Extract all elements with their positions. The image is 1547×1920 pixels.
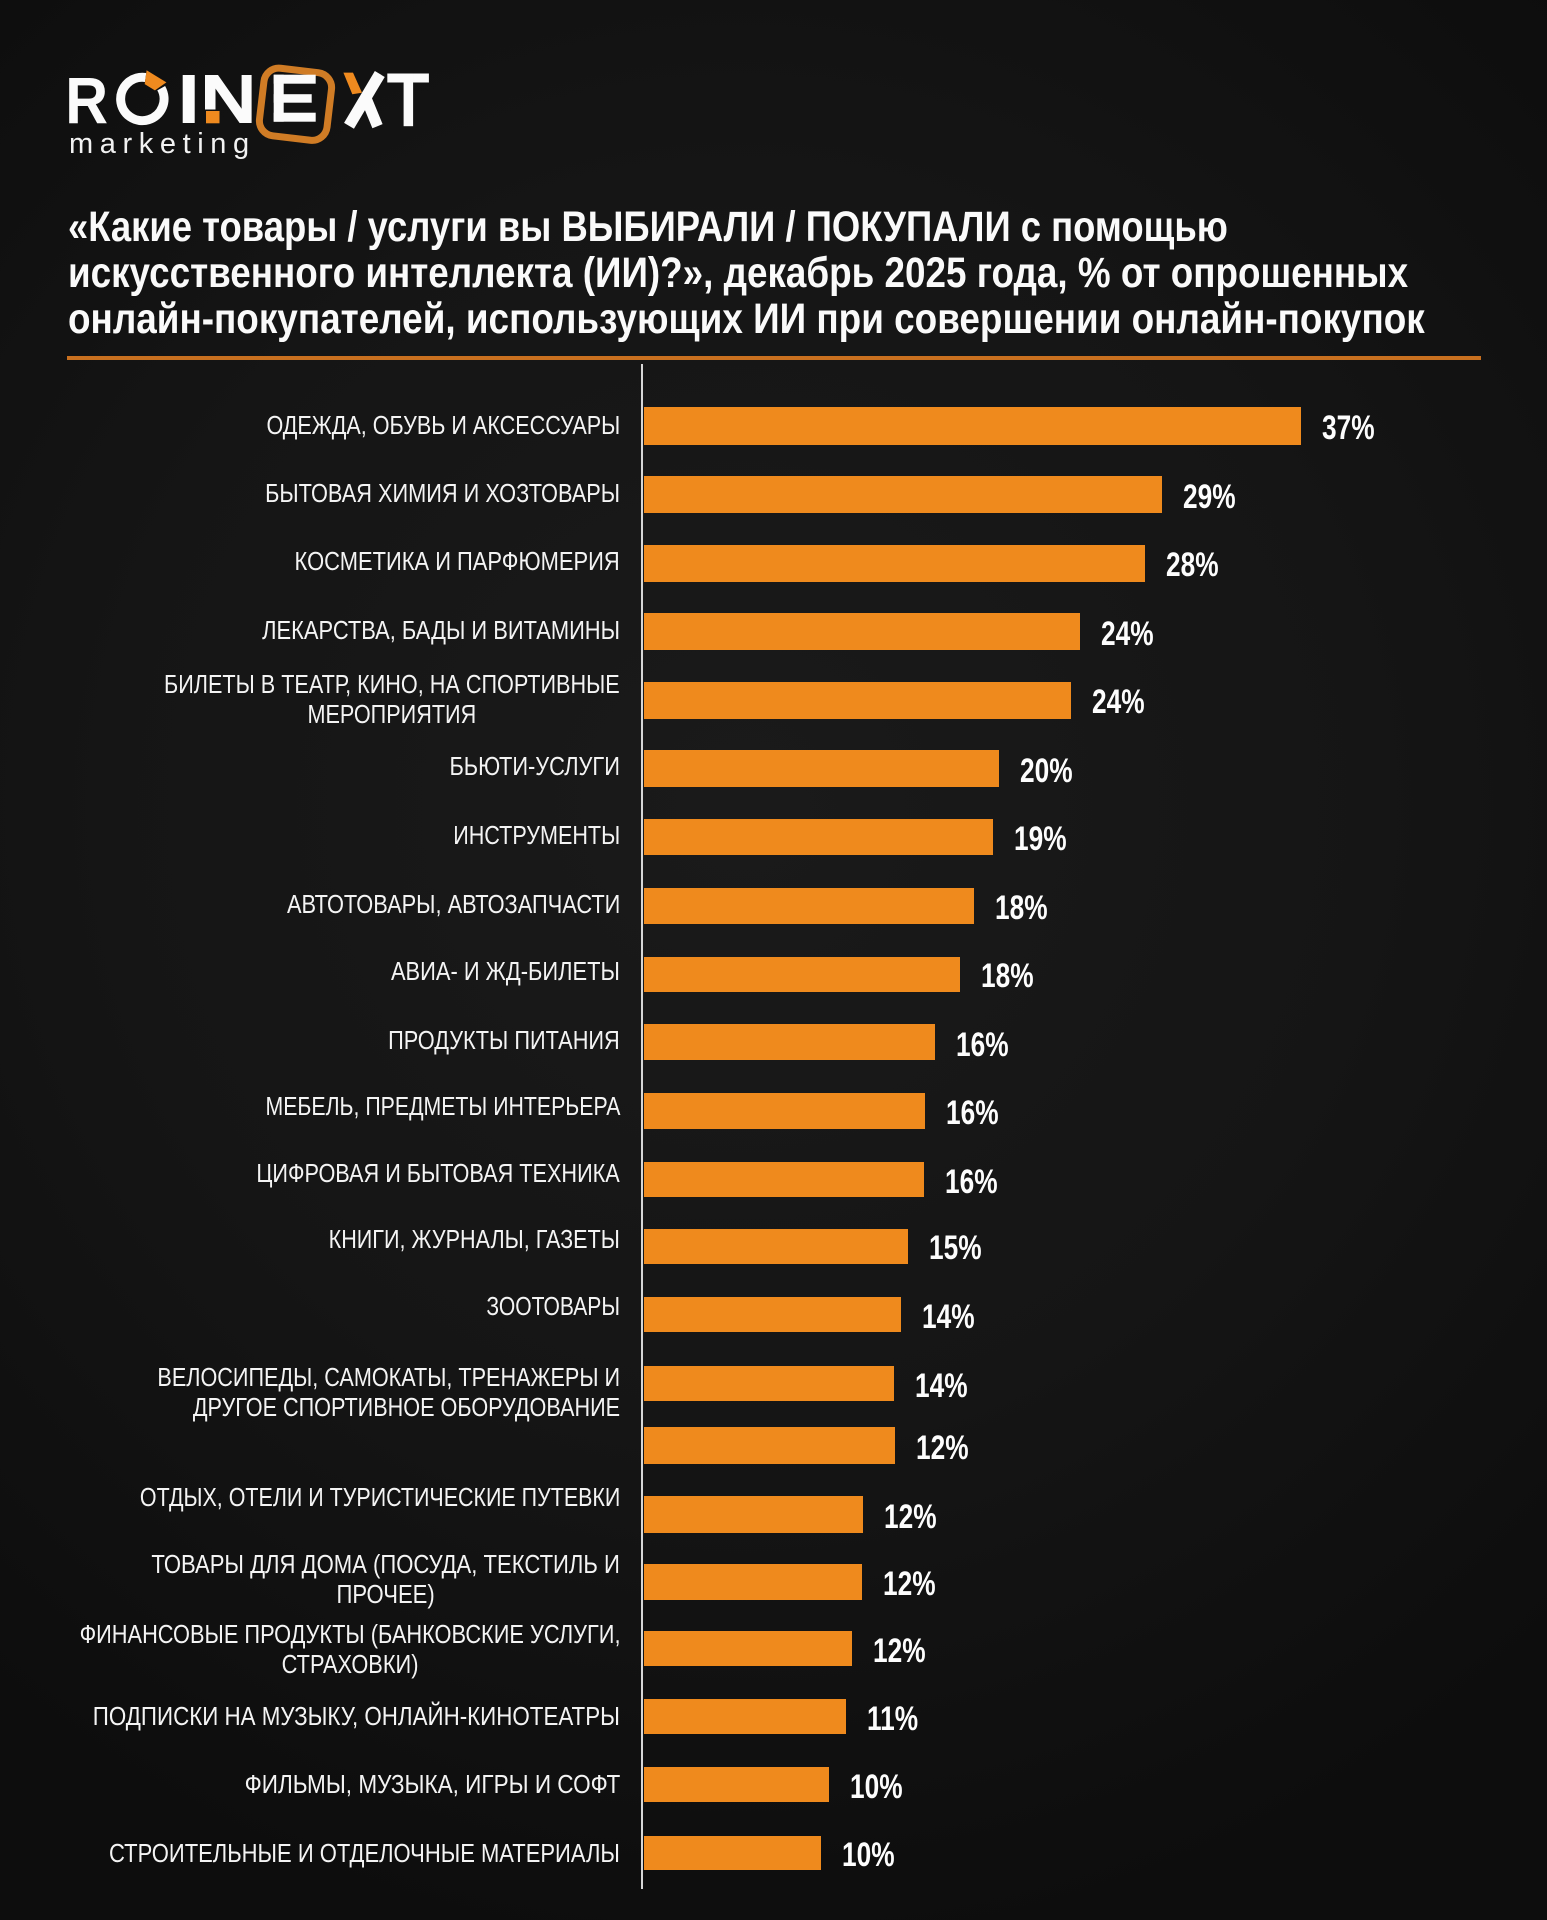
svg-text:R: R	[65, 64, 108, 138]
svg-text:marketing: marketing	[69, 128, 256, 160]
